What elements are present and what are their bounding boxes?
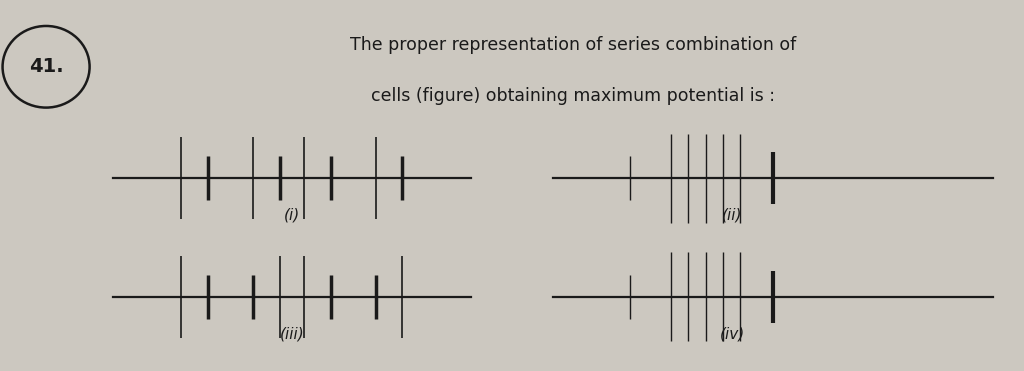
Text: (i): (i) [284,208,300,223]
Text: The proper representation of series combination of: The proper representation of series comb… [350,36,797,53]
Text: (ii): (ii) [722,208,742,223]
Text: (iii): (iii) [280,326,304,341]
Text: cells (figure) obtaining maximum potential is :: cells (figure) obtaining maximum potenti… [372,88,775,105]
Text: (iv): (iv) [720,326,744,341]
Text: 41.: 41. [29,57,63,76]
